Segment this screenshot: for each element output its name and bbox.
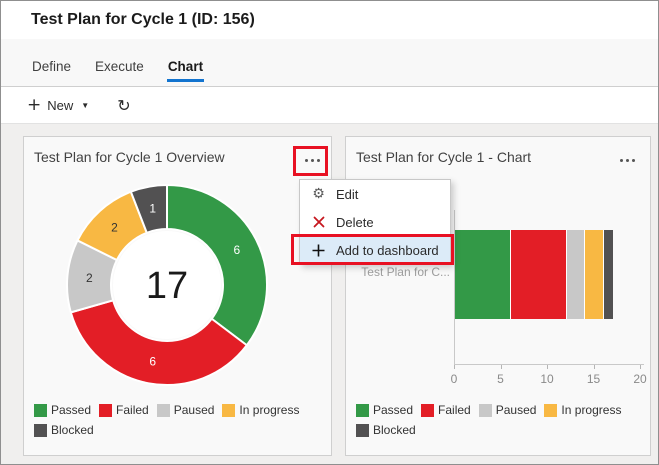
plus-icon <box>311 243 326 258</box>
page-title: Test Plan for Cycle 1 (ID: 156) <box>31 11 255 28</box>
menu-item-delete[interactable]: Delete <box>300 208 450 236</box>
legend-swatch <box>34 403 47 417</box>
tab-execute[interactable]: Execute <box>95 59 144 74</box>
x-axis-tick-label: 15 <box>586 372 601 386</box>
legend-item-paused: Paused <box>478 403 537 417</box>
legend-item-blocked: Blocked <box>356 423 416 437</box>
legend-label: Failed <box>438 403 471 417</box>
toolbar: + New ▼ ↻ <box>1 87 658 124</box>
legend-item-passed: Passed <box>356 403 413 417</box>
bar-segment-failed <box>510 230 567 319</box>
x-axis-tick <box>500 365 502 369</box>
legend-swatch <box>421 403 435 417</box>
donut-total: 17 <box>146 265 188 307</box>
legend-swatch <box>478 403 492 417</box>
chart-legend: Passed Failed Paused In progress Blocked <box>356 403 648 437</box>
menu-item-label: Delete <box>336 214 374 230</box>
legend-item-in-progress: In progress <box>544 403 621 417</box>
donut-slice-passed <box>166 183 268 347</box>
x-axis-tick <box>640 365 641 369</box>
y-axis-line <box>454 210 455 364</box>
donut-slice-value: 6 <box>149 355 156 369</box>
refresh-icon: ↻ <box>117 95 131 115</box>
gear-icon: ⚙ <box>312 185 325 202</box>
ellipsis-icon <box>619 158 623 162</box>
legend-swatch <box>544 403 558 417</box>
legend-label: Paused <box>173 403 215 417</box>
chart-card-overview: Test Plan for Cycle 1 Overview 6 6 2 2 1 17 P… <box>23 136 332 456</box>
legend-swatch <box>34 423 47 437</box>
chevron-down-icon: ▼ <box>81 100 90 110</box>
new-button-label: New <box>47 97 74 113</box>
chart-context-menu: ⚙ Edit Delete Add to dashboard <box>299 179 451 265</box>
legend-label: Blocked <box>373 423 416 437</box>
delete-x-icon <box>311 215 326 230</box>
charts-content-area: Test Plan for Cycle 1 Overview 6 6 2 2 1 17 P… <box>1 124 658 464</box>
tab-define[interactable]: Define <box>32 59 72 74</box>
donut-slice-value: 6 <box>233 243 240 257</box>
legend-item-failed: Failed <box>99 403 149 417</box>
legend-item-in-progress: In progress <box>222 403 299 417</box>
stacked-bar <box>455 230 614 319</box>
menu-item-label: Edit <box>336 186 359 202</box>
x-axis-tick <box>454 365 455 369</box>
donut-hole <box>113 231 221 339</box>
x-axis-tick-label: 20 <box>633 372 647 386</box>
legend-label: Failed <box>116 403 149 417</box>
refresh-button[interactable]: ↻ <box>117 96 130 115</box>
chart-legend: Passed Failed Paused In progress Blocked <box>34 403 326 437</box>
legend-item-blocked: Blocked <box>34 423 94 437</box>
donut-slice-value: 2 <box>111 220 118 234</box>
legend-item-failed: Failed <box>421 403 471 417</box>
menu-item-label: Add to dashboard <box>336 242 439 258</box>
x-axis-tick-label: 10 <box>540 372 554 386</box>
tab-chart[interactable]: Chart <box>166 59 205 86</box>
donut-slice-blocked <box>129 183 168 235</box>
legend-label: Paused <box>495 403 537 417</box>
legend-label: In progress <box>561 403 622 417</box>
x-axis-tick <box>547 365 548 369</box>
ellipsis-menu-button[interactable] <box>614 151 640 169</box>
menu-item-edit[interactable]: ⚙ Edit <box>300 180 450 208</box>
legend-swatch <box>99 403 113 417</box>
donut-slice-failed <box>69 299 249 386</box>
chart-card-title: Test Plan for Cycle 1 - Chart <box>356 149 532 165</box>
legend-swatch <box>356 403 369 417</box>
bar-segment-blocked <box>603 230 614 319</box>
legend-swatch <box>356 423 369 437</box>
donut-chart: 6 6 2 2 1 17 <box>57 175 277 395</box>
bar-segment-in-progress <box>585 230 604 319</box>
tab-bar: Define Execute Chart <box>1 39 658 87</box>
donut-slice-value: 2 <box>86 271 93 285</box>
legend-label: Passed <box>373 403 414 417</box>
x-axis-tick <box>593 365 595 369</box>
new-button[interactable]: + New ▼ <box>21 94 95 117</box>
x-axis-tick-label: 5 <box>497 372 504 386</box>
legend-label: Passed <box>51 403 92 417</box>
bar-segment-paused <box>566 230 586 319</box>
legend-swatch <box>156 403 170 417</box>
bar-segment-passed <box>455 230 511 319</box>
ellipsis-menu-button[interactable] <box>299 151 325 169</box>
legend-item-passed: Passed <box>34 403 91 417</box>
ellipsis-icon <box>304 158 308 162</box>
legend-label: In progress <box>239 403 300 417</box>
chart-card-title: Test Plan for Cycle 1 Overview <box>34 149 225 165</box>
x-axis-line <box>454 364 644 365</box>
legend-swatch <box>222 403 236 417</box>
legend-label: Blocked <box>51 423 94 437</box>
menu-item-add-to-dashboard[interactable]: Add to dashboard <box>300 236 450 264</box>
donut-slice-value: 1 <box>149 201 156 215</box>
bar-category-label: Test Plan for C... <box>361 265 450 279</box>
legend-item-paused: Paused <box>156 403 215 417</box>
plus-icon: + <box>27 95 42 115</box>
x-axis-tick-label: 0 <box>450 372 458 386</box>
